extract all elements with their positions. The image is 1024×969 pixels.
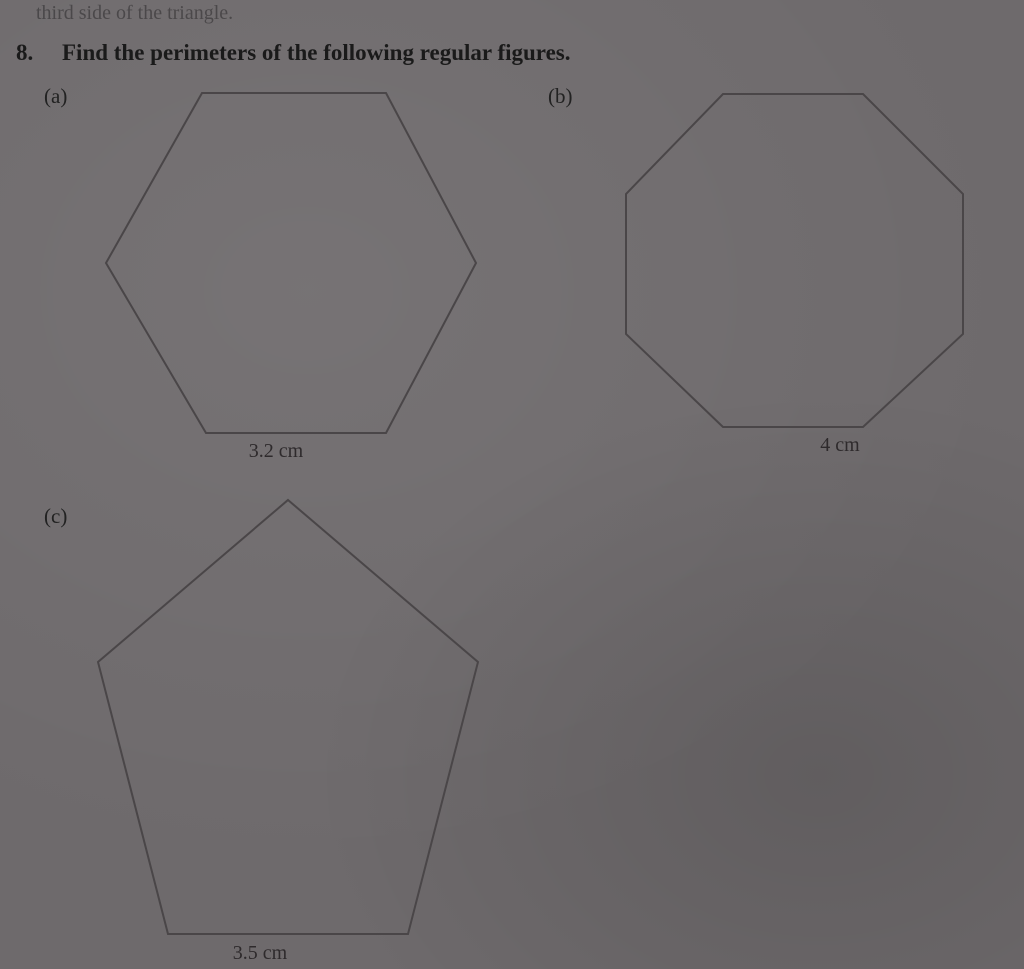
octagon-shape [626, 94, 963, 427]
hexagon-dimension: 3.2 cm [216, 440, 336, 463]
pentagon-shape [98, 500, 478, 934]
pentagon-dimension: 3.5 cm [200, 942, 320, 965]
question-number: 8. [16, 40, 33, 66]
pentagon-figure [88, 494, 488, 944]
octagon-figure [598, 82, 978, 432]
hexagon-figure [96, 78, 486, 438]
part-c-label: (c) [44, 504, 67, 529]
prev-question-fragment: third side of the triangle. [36, 2, 233, 25]
octagon-dimension: 4 cm [790, 434, 890, 457]
question-text: Find the perimeters of the following reg… [62, 40, 571, 66]
part-a-label: (a) [44, 84, 67, 109]
hexagon-shape [106, 93, 476, 433]
part-b-label: (b) [548, 84, 573, 109]
